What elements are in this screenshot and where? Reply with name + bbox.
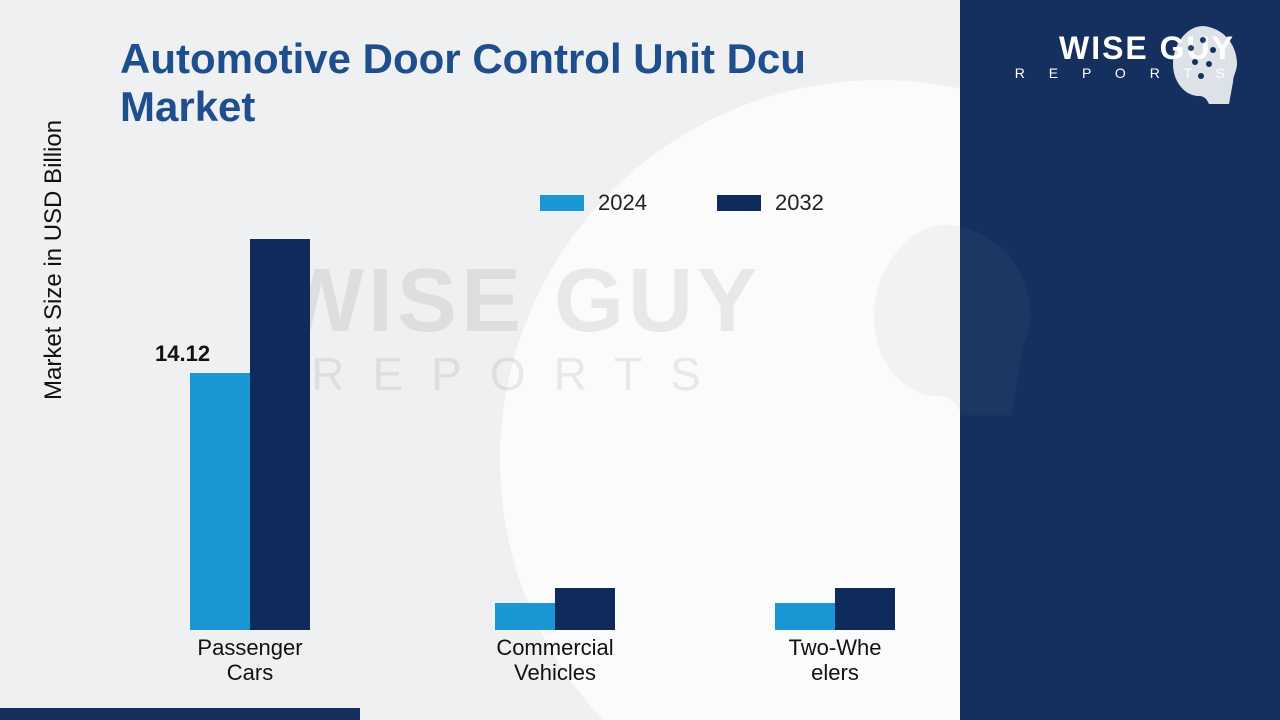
x-axis-label: PassengerCars [165,635,335,686]
footer-accent [0,708,360,720]
bar-group: Two-Wheelers [750,230,920,630]
bar [190,373,250,630]
bar-pair [750,230,920,630]
bar-pair [470,230,640,630]
legend-swatch-2032 [717,195,761,211]
bar-pair: 14.12 [165,230,335,630]
x-axis-label: CommercialVehicles [470,635,640,686]
bar [555,588,615,630]
legend: 2024 2032 [540,190,824,216]
y-axis-label: Market Size in USD Billion [40,120,68,400]
bar [495,603,555,630]
legend-item-2032: 2032 [717,190,824,216]
legend-label-2024: 2024 [598,190,647,216]
bar [775,603,835,630]
bar-group: 14.12PassengerCars [165,230,335,630]
stage: Automotive Door Control Unit Dcu Market … [0,0,1280,720]
legend-label-2032: 2032 [775,190,824,216]
x-axis-label: Two-Wheelers [750,635,920,686]
chart-plot: 14.12PassengerCars CommercialVehicles Two-… [140,230,940,630]
bar-group: CommercialVehicles [470,230,640,630]
brand-head-icon [1155,20,1245,110]
legend-swatch-2024 [540,195,584,211]
brand-logo: WISE GUY R E P O R T S [1015,30,1235,81]
bar [250,239,310,630]
chart-title: Automotive Door Control Unit Dcu Market [120,35,900,132]
bar [835,588,895,630]
bar-value-label: 14.12 [155,341,210,367]
legend-item-2024: 2024 [540,190,647,216]
